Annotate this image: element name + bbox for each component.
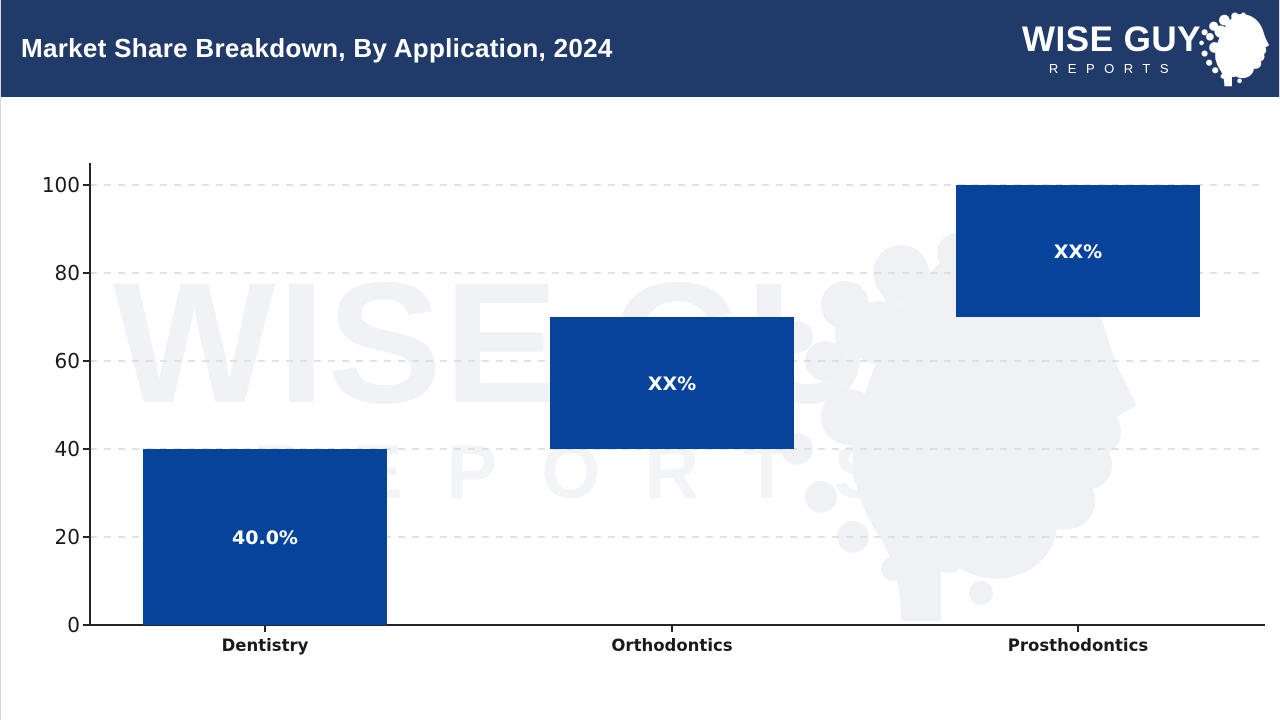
category-label: Orthodontics <box>611 636 732 655</box>
y-tick-label: 20 <box>55 525 80 549</box>
bar-prosthodontics <box>956 185 1200 317</box>
bar-orthodontics <box>550 317 794 449</box>
category-label: Dentistry <box>222 636 309 655</box>
bar-value-label: 40.0% <box>232 527 298 549</box>
logo-head-icon <box>1199 12 1270 86</box>
y-tick-label: 100 <box>42 173 80 197</box>
header: Market Share Breakdown, By Application, … <box>1 0 1279 97</box>
bar-value-label: XX% <box>648 373 696 395</box>
y-tick-label: 40 <box>55 437 80 461</box>
logo-wordmark: WISE GUY REPORTS <box>1022 22 1201 76</box>
bar-dentistry <box>143 449 387 625</box>
y-tick-label: 0 <box>67 613 80 637</box>
chart-area: WISE GUY REPORTS 02040608010040.0%Dentis… <box>1 97 1280 720</box>
category-label: Prosthodontics <box>1008 636 1149 655</box>
y-tick-label: 80 <box>55 261 80 285</box>
page-title: Market Share Breakdown, By Application, … <box>21 33 613 63</box>
logo-wordmark-line2: REPORTS <box>1048 60 1179 76</box>
y-tick-label: 60 <box>55 349 80 373</box>
bar-value-label: XX% <box>1054 241 1102 263</box>
wise-guy-logo: WISE GUY REPORTS <box>1022 9 1273 89</box>
logo-wordmark-line1: WISE GUY <box>1021 19 1201 59</box>
bar-chart: 0 20 40 60 80 100 40.0% Dentistry XX% Orthodontic… <box>42 163 1265 655</box>
